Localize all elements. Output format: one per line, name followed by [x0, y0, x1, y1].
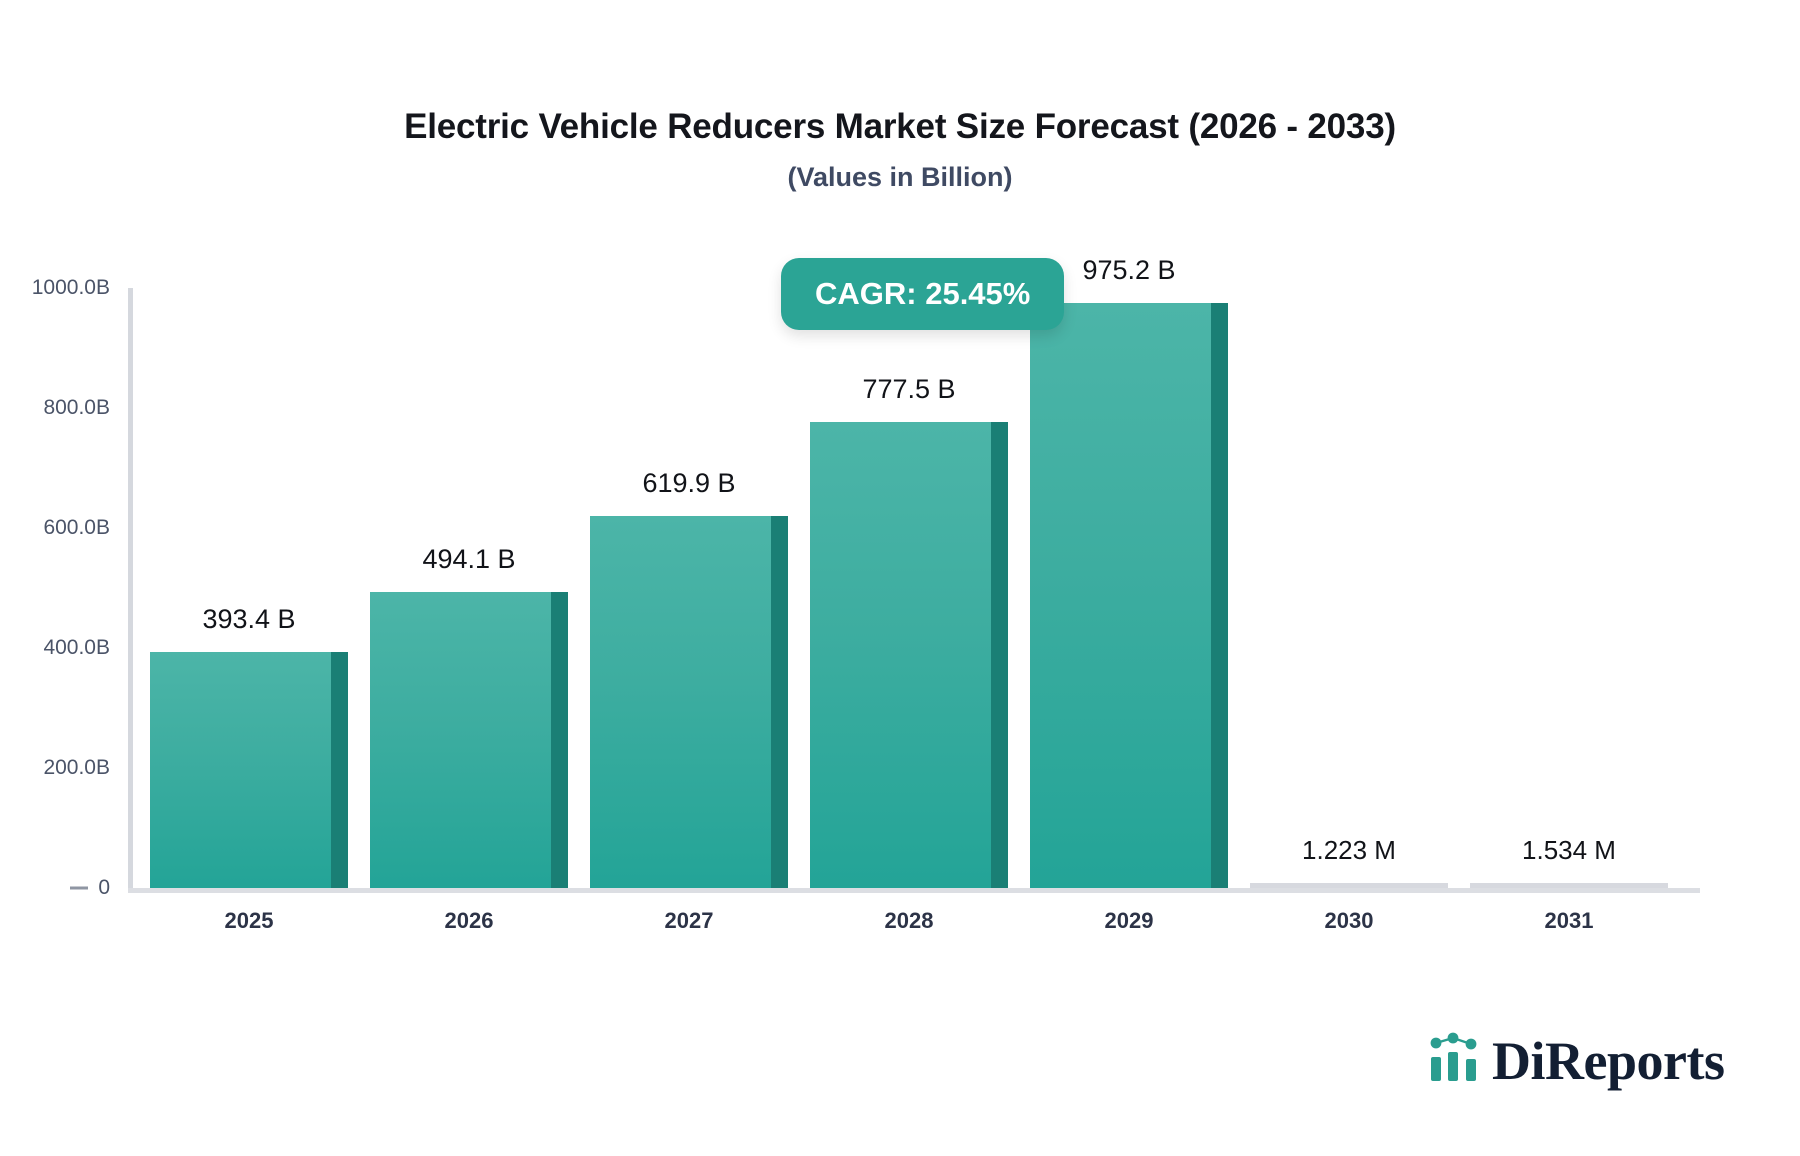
y-tick-label: 0	[98, 876, 110, 899]
bar-front-face	[1250, 883, 1448, 888]
bar-side-face	[991, 421, 1008, 888]
bar-value-label: 1.534 M	[1522, 835, 1616, 865]
bar-front-face	[370, 591, 551, 888]
chart-header: Electric Vehicle Reducers Market Size Fo…	[0, 107, 1800, 192]
y-axis-line	[128, 288, 133, 888]
x-tick-label-2030: 2030	[1324, 908, 1374, 933]
y-tick-label: 600.0B	[43, 516, 110, 539]
bar-side-face	[1211, 302, 1228, 888]
bar-value-label: 975.2 B	[1082, 254, 1176, 285]
bar-front-face	[150, 651, 331, 888]
y-tick-label: 1000.0B	[31, 276, 110, 299]
x-tick-label-2031: 2031	[1544, 908, 1594, 933]
y-tick-label: 200.0B	[43, 756, 110, 779]
y-tick-mark	[70, 886, 88, 890]
bar-2029[interactable]	[1030, 302, 1228, 888]
bar-front-face	[590, 516, 771, 888]
x-axis-baseline	[128, 888, 1700, 893]
bar-value-label: 393.4 B	[202, 603, 296, 634]
bar-2031[interactable]	[1470, 883, 1668, 888]
y-tick-label: 400.0B	[43, 636, 110, 659]
bar-side-face	[771, 516, 788, 888]
bar-2027[interactable]	[590, 516, 788, 888]
chart-subtitle: (Values in Billion)	[787, 161, 1013, 192]
bar-side-face	[331, 651, 348, 888]
y-tick-label: 800.0B	[43, 396, 110, 419]
bar-value-label: 1.223 M	[1302, 835, 1396, 865]
bar-2028[interactable]	[810, 421, 1008, 888]
x-tick-label-2026: 2026	[444, 908, 494, 933]
bar-2030[interactable]	[1250, 883, 1448, 888]
bar-value-label: 777.5 B	[862, 373, 956, 404]
bar-2025[interactable]	[150, 651, 348, 888]
bar-front-face	[1030, 302, 1211, 888]
bar-front-face	[810, 421, 991, 888]
x-tick-label-2029: 2029	[1104, 908, 1154, 933]
x-tick-label-2025: 2025	[224, 908, 274, 933]
bar-front-face	[1470, 883, 1668, 888]
x-tick-label-2028: 2028	[884, 908, 934, 933]
chart-title: Electric Vehicle Reducers Market Size Fo…	[404, 107, 1396, 146]
logo-text: DiReports	[1492, 1030, 1725, 1091]
bar-chart-icon	[1428, 1032, 1484, 1089]
bar-side-face	[551, 591, 568, 888]
direports-logo: DiReports	[1428, 1030, 1725, 1091]
cagr-badge: CAGR: 25.45%	[781, 258, 1065, 330]
plot-area: 0 200.0B 400.0B 600.0B 800.0B 1000.0B 393.4 B…	[32, 255, 1700, 933]
bar-2026[interactable]	[370, 591, 568, 888]
bar-value-label: 619.9 B	[642, 468, 736, 499]
bar-value-label: 494.1 B	[422, 543, 516, 574]
x-tick-label-2027: 2027	[664, 908, 714, 933]
